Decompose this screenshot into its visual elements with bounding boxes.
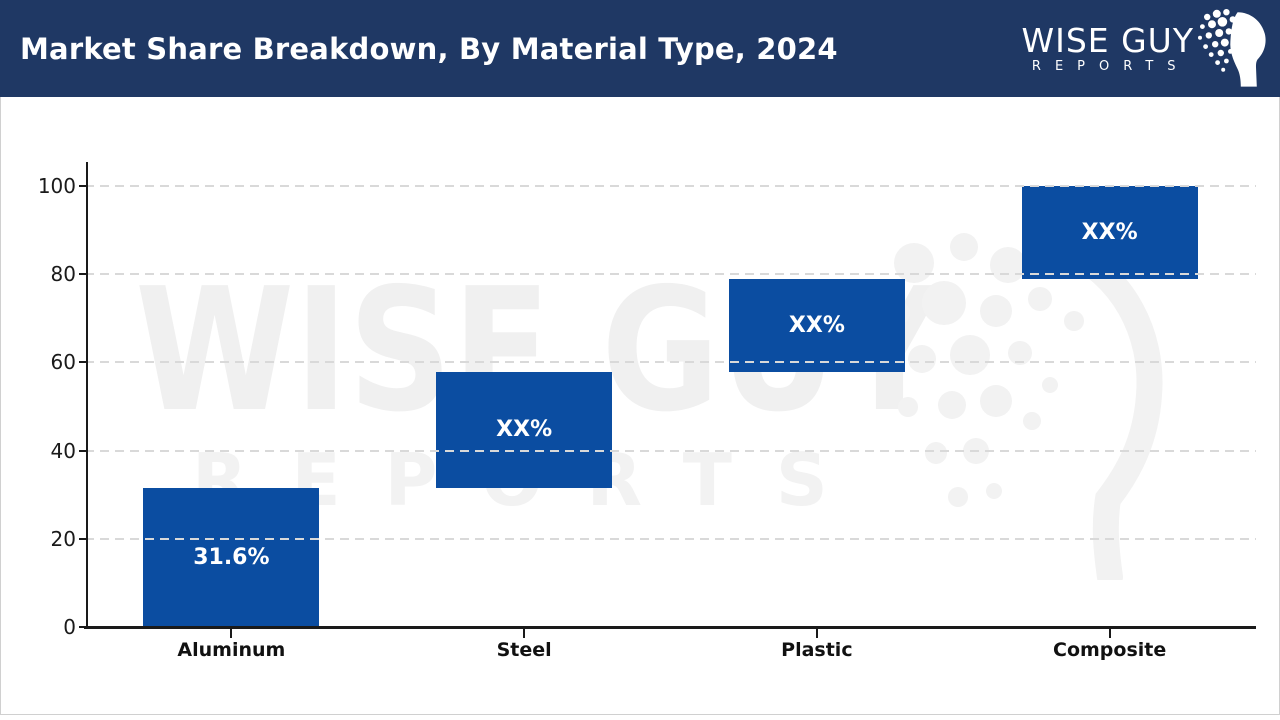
chart-title: Market Share Breakdown, By Material Type… (20, 31, 838, 66)
x-tick-plastic (815, 629, 818, 638)
x-label-plastic: Plastic (781, 639, 853, 661)
y-tick-label-100: 100 (37, 174, 76, 198)
y-tick-label-0: 0 (63, 615, 76, 639)
logo-face-icon (1198, 8, 1266, 87)
bar-label-steel: XX% (496, 417, 553, 443)
bar-plastic: XX% (728, 279, 905, 373)
y-tick-40 (79, 449, 86, 452)
logo-wordmark-line2: REPORTS (1031, 58, 1190, 74)
bar-aluminum: 31.6% (143, 487, 320, 627)
header-bar: Market Share Breakdown, By Material Type… (0, 0, 1280, 97)
y-tick-label-80: 80 (50, 262, 76, 287)
y-tick-80 (79, 273, 86, 276)
y-tick-label-60: 60 (50, 350, 76, 375)
logo-wordmark: WISE GUY REPORTS (1021, 20, 1194, 74)
bar-label-composite: XX% (1081, 220, 1138, 245)
x-label-steel: Steel (496, 639, 552, 661)
gridline-y20 (85, 537, 1256, 540)
x-tick-composite (1108, 629, 1111, 638)
x-tick-aluminum (230, 629, 233, 638)
logo-wordmark-line1: WISE GUY (1021, 20, 1194, 60)
wise-guy-logo: WISE GUY REPORTS (1021, 0, 1268, 97)
x-axis-line (84, 626, 1256, 629)
gridline-y80 (85, 273, 1256, 276)
y-tick-20 (79, 537, 86, 540)
y-axis-line (86, 162, 88, 629)
bar-label-plastic: XX% (788, 313, 845, 339)
x-label-aluminum: Aluminum (177, 639, 286, 661)
y-tick-100 (79, 185, 86, 187)
gridline-y40 (85, 449, 1256, 452)
y-tick-0 (79, 626, 86, 628)
gridline-y100 (85, 185, 1256, 187)
gridline-y60 (85, 361, 1256, 364)
x-tick-steel (523, 629, 526, 638)
y-tick-label-40: 40 (50, 438, 76, 463)
bar-composite: XX% (1021, 186, 1198, 280)
y-tick-60 (79, 361, 86, 364)
y-tick-label-20: 20 (50, 526, 76, 551)
bar-label-aluminum: 31.6% (193, 544, 270, 570)
x-label-composite: Composite (1053, 639, 1167, 661)
bar-steel: XX% (436, 372, 613, 488)
